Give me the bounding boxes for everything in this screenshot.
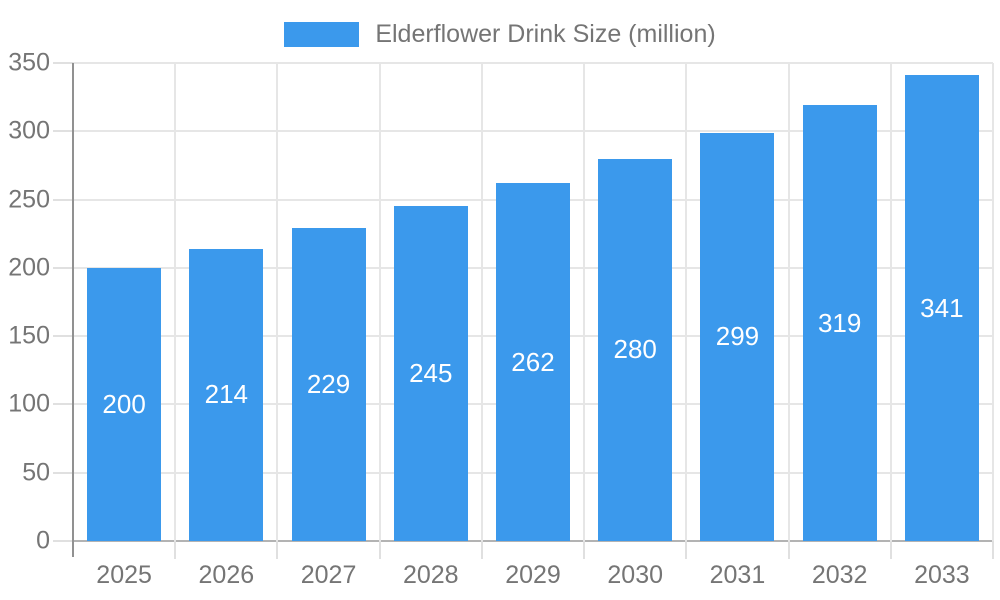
x-tick-label: 2027 bbox=[300, 561, 357, 589]
bar-value-label: 262 bbox=[511, 346, 555, 377]
y-tick bbox=[53, 130, 73, 133]
y-tick bbox=[53, 335, 73, 338]
bar-value-label: 245 bbox=[409, 358, 453, 389]
x-tick bbox=[480, 541, 483, 559]
x-tick bbox=[583, 541, 586, 559]
x-tick-label: 2029 bbox=[505, 561, 561, 589]
category-separator-line bbox=[685, 63, 688, 541]
x-tick bbox=[685, 541, 688, 559]
y-tick bbox=[53, 471, 73, 474]
x-tick-label: 2025 bbox=[96, 561, 152, 589]
bar-value-label: 299 bbox=[715, 321, 760, 352]
category-separator-line bbox=[583, 63, 586, 541]
y-tick-label: 150 bbox=[8, 321, 50, 350]
bar-value-label: 341 bbox=[920, 292, 964, 323]
x-tick bbox=[889, 541, 892, 559]
bar[interactable]: 299 bbox=[700, 132, 775, 541]
y-tick-label: 250 bbox=[8, 185, 50, 214]
category-separator-line bbox=[992, 63, 994, 541]
x-tick-label: 2032 bbox=[811, 561, 868, 589]
gridline bbox=[73, 130, 993, 133]
category-separator-line bbox=[174, 63, 177, 541]
x-tick-label: 2026 bbox=[198, 561, 255, 589]
bar-value-label: 200 bbox=[102, 388, 146, 419]
y-tick-label: 0 bbox=[36, 526, 50, 555]
x-tick-label: 2033 bbox=[914, 561, 970, 589]
x-tick bbox=[992, 541, 994, 559]
bar[interactable]: 319 bbox=[802, 105, 877, 541]
y-tick-label: 350 bbox=[8, 48, 50, 77]
y-tick bbox=[53, 62, 73, 64]
x-tick-label: 2030 bbox=[607, 561, 664, 589]
category-separator-line bbox=[480, 63, 483, 541]
legend-swatch bbox=[284, 22, 360, 47]
bar[interactable]: 214 bbox=[189, 248, 264, 541]
bar-value-label: 280 bbox=[613, 334, 657, 365]
y-tick-label: 100 bbox=[8, 389, 50, 418]
bar[interactable]: 341 bbox=[904, 75, 979, 541]
bar[interactable]: 262 bbox=[496, 183, 570, 541]
bar[interactable]: 280 bbox=[598, 158, 673, 541]
legend[interactable]: Elderflower Drink Size (million) bbox=[0, 20, 1000, 49]
bar-value-label: 214 bbox=[204, 379, 249, 410]
x-tick bbox=[787, 541, 790, 559]
x-tick bbox=[174, 541, 177, 559]
y-axis-line bbox=[72, 63, 74, 557]
y-tick-label: 200 bbox=[8, 253, 50, 282]
x-tick bbox=[276, 541, 279, 559]
bar[interactable]: 229 bbox=[291, 228, 366, 541]
legend-label: Elderflower Drink Size (million) bbox=[375, 20, 716, 48]
bar-value-label: 319 bbox=[817, 307, 862, 338]
bar[interactable]: 245 bbox=[393, 206, 468, 541]
y-tick-label: 300 bbox=[8, 116, 50, 145]
category-separator-line bbox=[276, 63, 279, 541]
category-separator-line bbox=[787, 63, 790, 541]
bar[interactable]: 200 bbox=[87, 267, 162, 541]
category-separator-line bbox=[889, 63, 892, 541]
y-tick bbox=[53, 540, 73, 542]
x-tick-label: 2031 bbox=[709, 561, 766, 589]
x-tick bbox=[378, 541, 381, 559]
y-tick bbox=[53, 403, 73, 406]
gridline bbox=[73, 62, 993, 64]
x-axis-line bbox=[73, 540, 993, 542]
bar-value-label: 229 bbox=[306, 369, 351, 400]
y-tick bbox=[53, 198, 73, 201]
y-tick-label: 50 bbox=[22, 458, 50, 487]
x-tick-label: 2028 bbox=[402, 561, 459, 589]
category-separator-line bbox=[378, 63, 381, 541]
y-tick bbox=[53, 266, 73, 269]
